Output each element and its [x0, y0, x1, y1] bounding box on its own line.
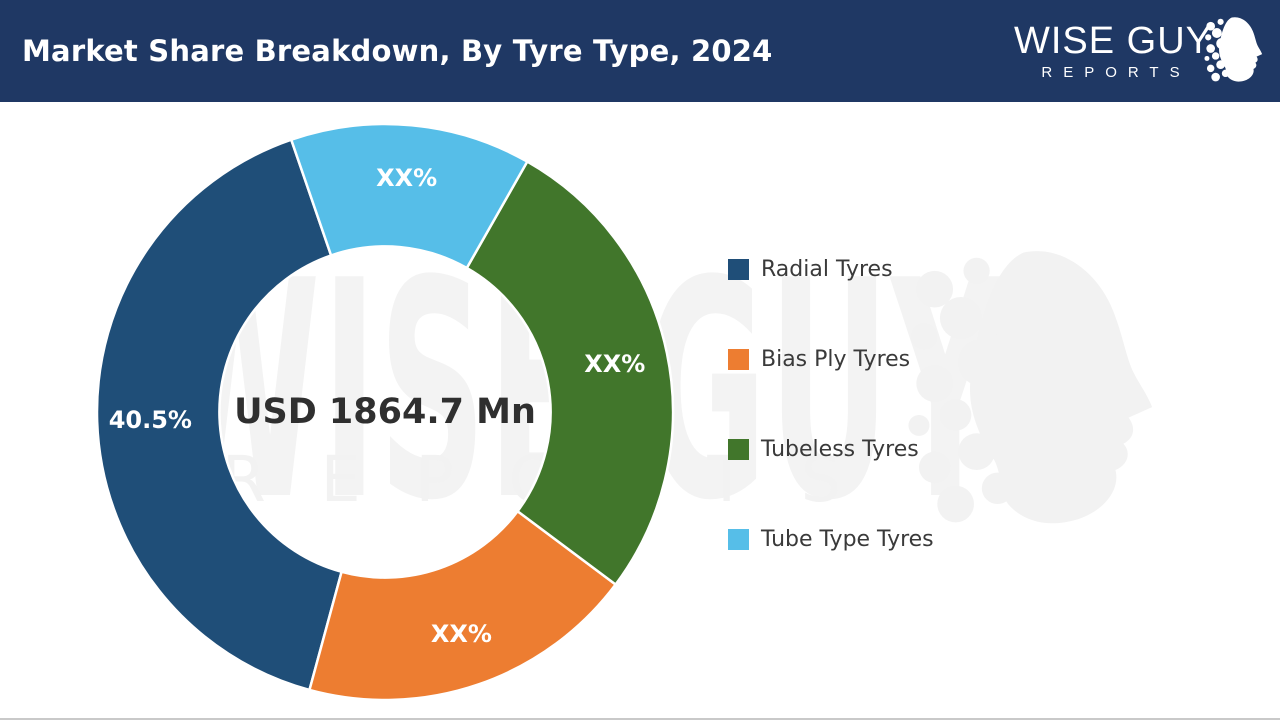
donut-segment-tubeless-tyres	[465, 159, 675, 587]
logo-text: WISE GUY REPORTS	[1014, 22, 1212, 81]
donut-chart: 40.5% XX% XX% XX%	[95, 122, 675, 702]
legend-label-tubeless-tyres: Tubeless Tyres	[761, 436, 919, 462]
legend-item-bias-ply-tyres: Bias Ply Tyres	[728, 346, 934, 372]
chart-legend: Radial Tyres Bias Ply Tyres Tubeless Tyr…	[728, 257, 934, 617]
wise-guy-reports-logo: WISE GUY REPORTS	[1014, 11, 1264, 91]
donut-segment-bias-ply-tyres	[307, 509, 618, 702]
legend-label-bias-ply-tyres: Bias Ply Tyres	[761, 346, 911, 372]
bottom-border-line	[0, 718, 1280, 720]
header-bar: Market Share Breakdown, By Tyre Type, 20…	[0, 0, 1280, 102]
logo-reports-text: REPORTS	[1041, 63, 1191, 81]
legend-label-tube-type-tyres: Tube Type Tyres	[761, 526, 934, 552]
donut-center-value: USD 1864.7 Mn	[234, 392, 536, 432]
segment-label-radial-tyres: 40.5%	[109, 406, 192, 434]
logo-head-icon	[1204, 17, 1263, 82]
segment-label-tube-type-tyres: XX%	[376, 164, 437, 192]
legend-item-tube-type-tyres: Tube Type Tyres	[728, 526, 934, 552]
donut-segment-tube-type-tyres	[289, 122, 529, 270]
segment-label-tubeless-tyres: XX%	[584, 350, 645, 378]
legend-label-radial-tyres: Radial Tyres	[761, 256, 893, 282]
legend-item-radial-tyres: Radial Tyres	[728, 256, 934, 282]
legend-item-tubeless-tyres: Tubeless Tyres	[728, 436, 934, 462]
legend-swatch-tube-type-tyres	[728, 528, 749, 550]
legend-swatch-tubeless-tyres	[728, 438, 749, 460]
legend-swatch-radial-tyres	[728, 258, 749, 280]
logo-wise-guy-text: WISE GUY	[1013, 19, 1212, 62]
donut-segment-radial-tyres	[95, 138, 344, 692]
legend-swatch-bias-ply-tyres	[728, 348, 749, 370]
page-title: Market Share Breakdown, By Tyre Type, 20…	[22, 34, 773, 68]
segment-label-bias-ply-tyres: XX%	[431, 620, 492, 648]
